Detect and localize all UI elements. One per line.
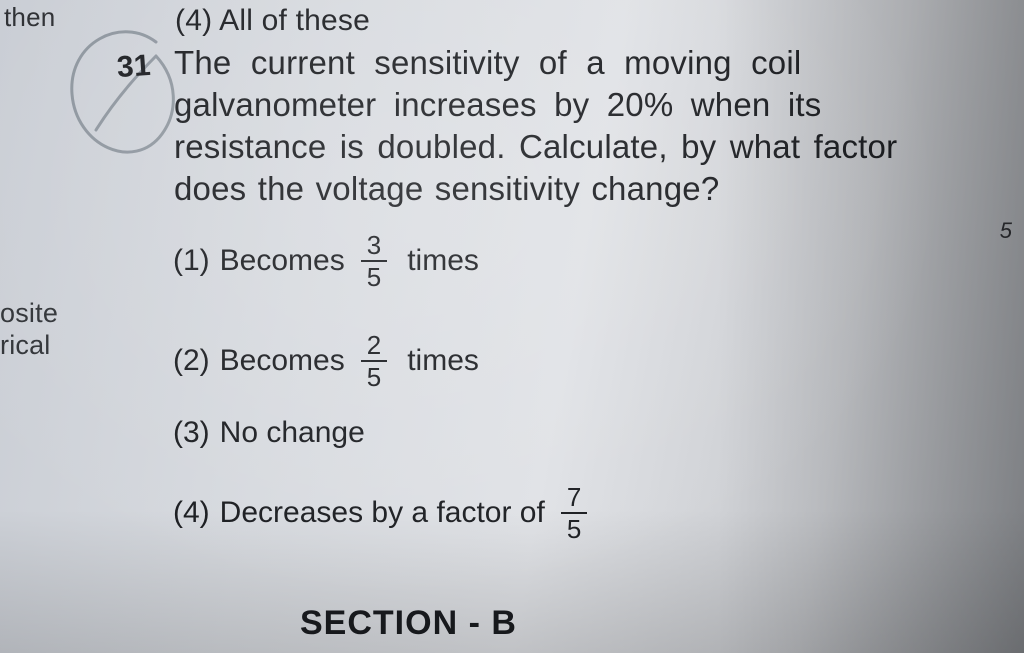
question-line-1: The current sensitivity of a moving coil bbox=[174, 44, 801, 82]
fraction-denominator: 5 bbox=[367, 362, 381, 390]
fraction-numerator: 2 bbox=[361, 332, 387, 362]
option-2-number: (2) bbox=[173, 344, 210, 378]
question-line-2: galvanometer increases by 20% when its bbox=[174, 86, 821, 124]
option-2-lead: Becomes bbox=[220, 344, 345, 378]
option-3-number: (3) bbox=[173, 416, 210, 450]
fragment-side-top: osite bbox=[0, 298, 58, 329]
option-2-fraction: 2 5 bbox=[361, 332, 387, 390]
fragment-then: then bbox=[4, 2, 55, 33]
option-3-text: No change bbox=[220, 416, 365, 450]
question-line-4: does the voltage sensitivity change? bbox=[174, 170, 719, 208]
option-1: (1) Becomes 3 5 times bbox=[173, 232, 479, 290]
option-4-number: (4) bbox=[173, 496, 210, 530]
fraction-denominator: 5 bbox=[567, 514, 581, 542]
option-2: (2) Becomes 2 5 times bbox=[173, 332, 479, 390]
fraction-numerator: 7 bbox=[561, 484, 587, 514]
option-4-fraction: 7 5 bbox=[561, 484, 587, 542]
page-root: then (4) All of these 31 The current sen… bbox=[0, 0, 1024, 653]
fraction-numerator: 3 bbox=[361, 232, 387, 262]
option-4: (4) Decreases by a factor of 7 5 bbox=[173, 484, 593, 542]
option-2-tail: times bbox=[407, 344, 479, 378]
question-line-3: resistance is doubled. Calculate, by wha… bbox=[174, 128, 897, 166]
option-4-lead: Decreases by a factor of bbox=[220, 496, 545, 530]
option-3: (3) No change bbox=[173, 416, 365, 450]
option-1-number: (1) bbox=[173, 244, 210, 278]
fraction-denominator: 5 bbox=[367, 262, 381, 290]
fragment-side-bottom: rical bbox=[0, 330, 51, 361]
pen-circle-annotation bbox=[62, 22, 182, 162]
option-1-fraction: 3 5 bbox=[361, 232, 387, 290]
edge-mark: 5 bbox=[1000, 218, 1012, 244]
option-1-lead: Becomes bbox=[220, 244, 345, 278]
option-1-tail: times bbox=[407, 244, 479, 278]
question-number: 31 bbox=[116, 49, 152, 85]
prev-option-4: (4) All of these bbox=[175, 4, 370, 38]
section-heading: SECTION - B bbox=[300, 604, 517, 643]
